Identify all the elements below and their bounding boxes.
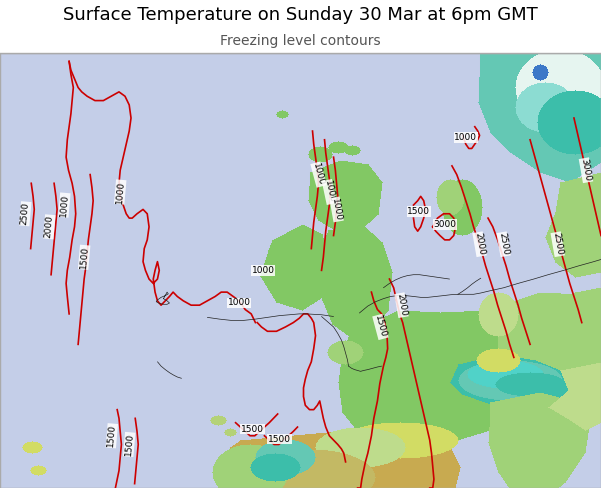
Text: 3000: 3000	[579, 158, 593, 183]
Text: 1000: 1000	[311, 163, 326, 187]
Text: 2000: 2000	[473, 232, 486, 256]
Text: 1500: 1500	[124, 433, 135, 456]
Text: 1000: 1000	[252, 266, 275, 275]
Text: 2500: 2500	[497, 232, 510, 256]
Text: Surface Temperature on Sunday 30 Mar at 6pm GMT: Surface Temperature on Sunday 30 Mar at …	[63, 6, 538, 24]
Text: 1500: 1500	[241, 425, 264, 434]
Text: 1000: 1000	[115, 180, 126, 204]
Text: 3000: 3000	[433, 220, 456, 229]
Text: 1500: 1500	[106, 424, 117, 447]
Text: 1000: 1000	[454, 133, 477, 142]
Text: 1500: 1500	[373, 315, 388, 339]
Text: 2000: 2000	[44, 215, 55, 239]
Text: 1500: 1500	[268, 435, 291, 444]
Text: 1000: 1000	[228, 299, 251, 307]
Text: 1500: 1500	[79, 245, 90, 269]
Text: 1000: 1000	[59, 193, 70, 217]
Text: 2000: 2000	[395, 293, 408, 317]
Text: 2500: 2500	[551, 232, 564, 256]
Text: Freezing level contours: Freezing level contours	[220, 34, 381, 48]
Text: 2500: 2500	[20, 202, 31, 225]
Text: 1500: 1500	[407, 207, 430, 216]
Text: 1000: 1000	[330, 197, 343, 222]
Text: 1000: 1000	[323, 180, 336, 204]
